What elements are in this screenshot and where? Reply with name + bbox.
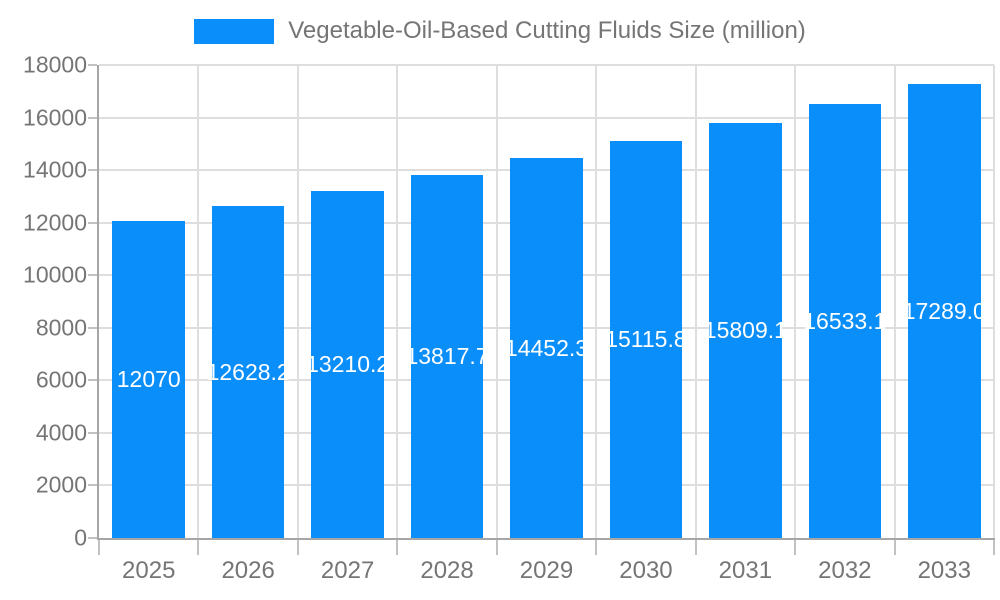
x-tick-label: 2031 [718, 557, 773, 584]
y-tick-label: 10000 [23, 261, 87, 288]
y-tick-label: 18000 [23, 51, 87, 78]
bar-value-label: 13210.2 [306, 351, 390, 378]
y-tick-mark [88, 116, 97, 119]
bar[interactable] [908, 83, 981, 538]
x-tick-label: 2026 [221, 557, 275, 584]
y-axis-line [97, 65, 99, 540]
x-tick-mark [396, 540, 399, 555]
chart-legend: Vegetable-Oil-Based Cutting Fluids Size … [0, 17, 1000, 45]
y-tick-label: 16000 [23, 104, 87, 131]
legend-label: Vegetable-Oil-Based Cutting Fluids Size … [288, 17, 806, 44]
x-tick-mark [98, 540, 100, 555]
x-tick-label: 2027 [320, 557, 375, 584]
y-tick-label: 12000 [23, 209, 87, 236]
y-tick-mark [88, 169, 97, 172]
y-tick-label: 4000 [35, 419, 87, 446]
bar-value-label: 13817.7 [405, 343, 489, 370]
y-tick-label: 14000 [23, 156, 87, 183]
gridline-vertical [893, 65, 896, 538]
legend-item[interactable]: Vegetable-Oil-Based Cutting Fluids Size … [194, 17, 806, 45]
x-tick-label: 2028 [420, 557, 474, 584]
gridline-horizontal [99, 64, 994, 66]
bar-value-label: 16533.1 [803, 307, 887, 334]
y-tick-mark [88, 484, 97, 487]
y-tick-mark [88, 326, 97, 329]
gridline-vertical [993, 65, 995, 538]
bar[interactable] [510, 158, 583, 538]
y-tick-label: 6000 [35, 366, 87, 393]
x-tick-mark [495, 540, 498, 555]
x-tick-mark [993, 540, 995, 555]
x-axis-line [97, 538, 995, 540]
bar-value-label: 12628.2 [206, 359, 290, 386]
x-tick-mark [595, 540, 598, 555]
x-tick-label: 2025 [122, 557, 176, 584]
y-tick-mark [88, 379, 97, 382]
x-tick-label: 2029 [519, 557, 574, 584]
bar-value-label: 15115.8 [605, 326, 687, 353]
gridline-vertical [794, 65, 797, 538]
bar-value-label: 12070 [116, 366, 181, 393]
bar-value-label: 14452.3 [504, 335, 589, 362]
x-tick-label: 2033 [917, 557, 971, 584]
bar[interactable] [410, 174, 484, 538]
y-tick-mark [88, 274, 97, 277]
x-tick-label: 2032 [818, 557, 872, 584]
legend-swatch-icon [194, 18, 275, 44]
bar[interactable] [808, 103, 882, 538]
x-tick-mark [794, 540, 797, 555]
gridline-vertical [595, 65, 598, 538]
x-tick-label: 2030 [619, 557, 673, 584]
y-tick-mark [88, 64, 97, 66]
gridline-vertical [694, 65, 697, 538]
x-tick-mark [893, 540, 896, 555]
bar[interactable] [709, 122, 782, 538]
gridline-vertical [197, 65, 200, 538]
bar[interactable] [311, 190, 384, 538]
x-tick-mark [694, 540, 697, 555]
gridline-vertical [396, 65, 399, 538]
gridline-vertical [296, 65, 299, 538]
y-tick-mark [88, 221, 97, 224]
x-tick-mark [197, 540, 200, 555]
y-tick-mark [88, 537, 97, 539]
bar[interactable] [112, 220, 185, 538]
bar[interactable] [609, 140, 683, 538]
y-tick-label: 8000 [35, 314, 87, 341]
y-tick-mark [88, 431, 97, 434]
gridline-horizontal [99, 116, 994, 119]
bar-value-label: 15809.1 [703, 317, 787, 344]
gridline-vertical [495, 65, 498, 538]
y-tick-label: 0 [74, 524, 87, 551]
y-tick-label: 2000 [35, 471, 87, 498]
bar[interactable] [211, 206, 285, 538]
plot-area: 12070 12628.2 13210.2 13817.7 14452.3 15115.8… [99, 64, 995, 538]
bar-value-label: 17289.0 [902, 297, 986, 324]
x-tick-mark [296, 540, 299, 555]
